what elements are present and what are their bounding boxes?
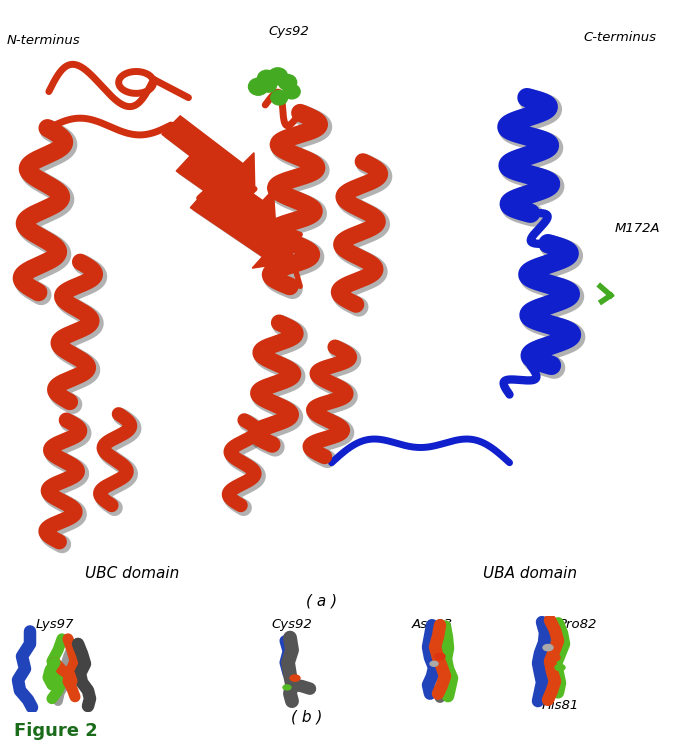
Text: His81: His81 (542, 699, 579, 712)
Circle shape (290, 675, 300, 681)
Polygon shape (165, 118, 246, 185)
Text: UBC domain: UBC domain (85, 566, 180, 582)
Polygon shape (162, 116, 243, 182)
Polygon shape (179, 154, 265, 222)
Circle shape (283, 685, 291, 690)
Circle shape (261, 79, 276, 92)
Circle shape (279, 74, 297, 91)
Text: ( a ): ( a ) (306, 594, 336, 608)
Polygon shape (214, 153, 255, 193)
Text: C-terminus: C-terminus (583, 30, 656, 44)
Circle shape (283, 85, 300, 99)
Text: Pro82: Pro82 (559, 618, 597, 631)
Polygon shape (191, 188, 280, 257)
Text: M172A: M172A (614, 222, 660, 235)
Text: Asn83: Asn83 (411, 618, 452, 631)
Text: N-terminus: N-terminus (7, 34, 80, 47)
Text: Lys97: Lys97 (36, 618, 74, 631)
Text: Cys92: Cys92 (272, 618, 313, 631)
Circle shape (258, 70, 276, 86)
Text: Cys92: Cys92 (269, 24, 309, 38)
Polygon shape (235, 189, 276, 231)
Circle shape (435, 653, 445, 660)
Circle shape (548, 654, 560, 661)
Circle shape (543, 645, 553, 651)
Text: ( b ): ( b ) (292, 709, 322, 724)
Circle shape (248, 78, 268, 95)
Circle shape (268, 68, 288, 85)
Circle shape (271, 91, 288, 105)
Circle shape (555, 664, 565, 671)
Polygon shape (176, 152, 262, 220)
Polygon shape (252, 226, 293, 268)
Text: UBA domain: UBA domain (484, 566, 577, 582)
Circle shape (430, 661, 438, 666)
Text: Figure 2: Figure 2 (14, 722, 98, 740)
Polygon shape (193, 191, 283, 259)
